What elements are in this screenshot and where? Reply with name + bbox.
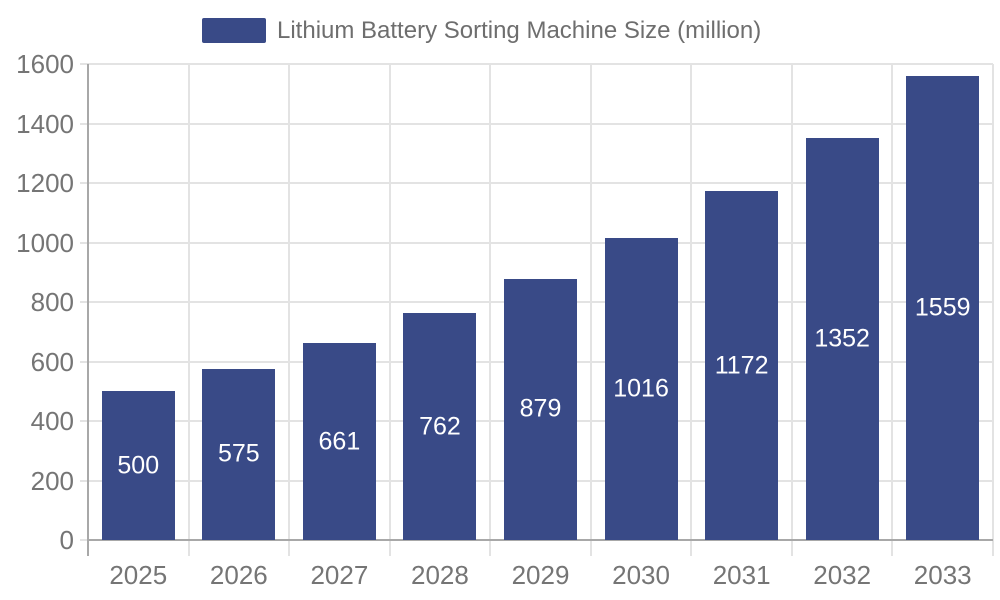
x-axis-label-2027: 2027 — [310, 560, 369, 590]
v-gridline-2 — [288, 64, 291, 556]
y-axis-line — [87, 64, 89, 556]
bar-value-label: 1559 — [914, 293, 971, 322]
v-gridline-9 — [992, 64, 994, 556]
bar-2025[interactable]: 500 — [101, 391, 175, 540]
y-axis-label-1000: 1000 — [16, 227, 74, 258]
bar-value-label: 762 — [419, 412, 461, 441]
bar-value-label: 1352 — [814, 324, 870, 353]
bar-2030[interactable]: 1016 — [604, 237, 678, 540]
bar-value-label: 1172 — [714, 351, 769, 380]
v-gridline-8 — [891, 64, 894, 556]
x-axis-label-2031: 2031 — [712, 560, 771, 590]
h-gridline-1400 — [80, 122, 993, 125]
h-gridline-1600 — [80, 63, 993, 65]
y-axis-label-1400: 1400 — [16, 108, 74, 139]
h-gridline-1000 — [80, 241, 993, 244]
h-gridline-1200 — [80, 182, 993, 184]
bar-value-label: 879 — [519, 394, 562, 423]
bar-2028[interactable]: 762 — [403, 313, 477, 540]
plot-area: 500 575 661 762 879 1016 1172 1352 1559 — [88, 64, 993, 540]
legend-item[interactable]: Lithium Battery Sorting Machine Size (mi… — [202, 18, 761, 43]
y-axis-label-200: 200 — [30, 465, 74, 496]
bar-value-label: 500 — [117, 451, 160, 480]
y-axis-label-0: 0 — [59, 525, 74, 555]
y-axis-label-1600: 1600 — [16, 49, 74, 79]
v-gridline-7 — [790, 64, 793, 556]
x-axis-label-2025: 2025 — [109, 560, 168, 590]
v-gridline-4 — [489, 64, 492, 556]
legend-swatch — [202, 18, 266, 43]
x-axis-label-2032: 2032 — [813, 560, 872, 590]
y-axis-label-800: 800 — [30, 287, 74, 317]
bar-value-label: 575 — [217, 439, 260, 468]
x-axis-line — [88, 539, 993, 541]
legend-label: Lithium Battery Sorting Machine Size (mi… — [277, 17, 762, 44]
bar-2031[interactable]: 1172 — [705, 191, 779, 540]
bar-2029[interactable]: 879 — [504, 278, 577, 540]
bar-2026[interactable]: 575 — [202, 368, 276, 540]
bar-value-label: 661 — [318, 427, 361, 456]
bar-value-label: 1016 — [613, 374, 669, 403]
v-gridline-6 — [690, 64, 693, 556]
x-axis-label-2028: 2028 — [411, 560, 469, 590]
x-axis-label-2030: 2030 — [612, 560, 670, 590]
y-axis-label-600: 600 — [30, 346, 74, 377]
v-gridline-5 — [589, 64, 592, 556]
bar-2027[interactable]: 661 — [302, 343, 376, 540]
y-axis-label-1200: 1200 — [16, 168, 74, 198]
y-axis-label-400: 400 — [30, 406, 74, 436]
x-axis-label-2029: 2029 — [511, 560, 570, 590]
x-axis-label-2033: 2033 — [913, 560, 972, 590]
x-axis-label-2026: 2026 — [209, 560, 268, 590]
v-gridline-1 — [187, 64, 190, 556]
bar-2032[interactable]: 1352 — [805, 137, 879, 540]
v-gridline-3 — [388, 64, 391, 556]
bar-2033[interactable]: 1559 — [906, 76, 980, 540]
